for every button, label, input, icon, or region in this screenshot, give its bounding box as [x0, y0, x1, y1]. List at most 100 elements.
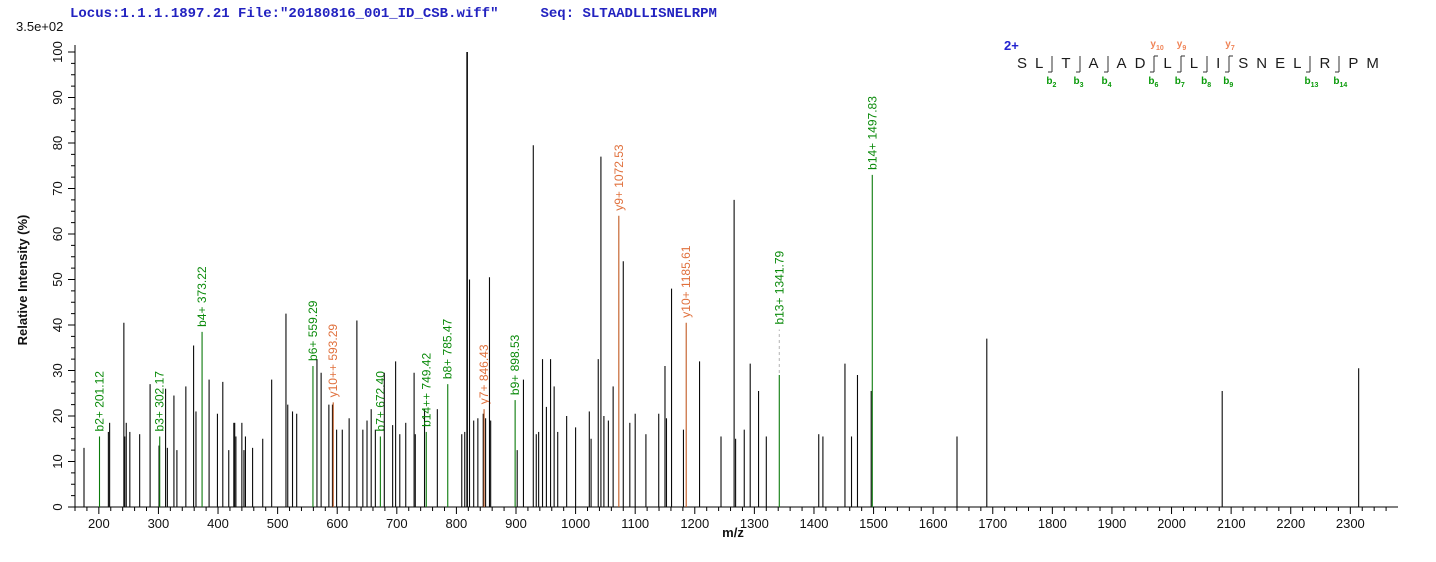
residue-letter: D — [1134, 55, 1146, 72]
x-tick-label: 1800 — [1038, 516, 1067, 531]
residue-letter: E — [1275, 55, 1286, 72]
fragment-divider: y10 b6 — [1148, 39, 1163, 89]
peak-label: y7+ 846.43 — [477, 344, 491, 404]
fragment-divider-icon — [1176, 55, 1185, 73]
peak-label: y10++ 593.29 — [326, 324, 340, 398]
peak-label: b2+ 201.12 — [93, 371, 107, 432]
fragment-divider-icon — [1150, 55, 1159, 73]
peak-label: b4+ 373.22 — [195, 266, 209, 327]
peak-label: b14++ 749.42 — [419, 353, 433, 427]
residue-letter: S — [1238, 55, 1249, 72]
peak-label: b14+ 1497.83 — [865, 96, 879, 170]
residue-letter: L — [1293, 55, 1302, 72]
residue-letter: L — [1163, 55, 1172, 72]
x-tick-label: 500 — [267, 516, 289, 531]
fragment-divider-icon — [1075, 56, 1081, 73]
y-ion-marker: y9 — [1176, 39, 1187, 52]
fragment-divider: b4 — [1102, 52, 1113, 89]
axes: 200 300 400 500 600 700 800 900 1000 1100 1200 1300… — [50, 41, 1398, 531]
residue-letter: R — [1319, 55, 1331, 72]
residue-letter: M — [1366, 55, 1379, 72]
b-ion-marker: b14 — [1333, 76, 1348, 89]
b-ion-marker: b2 — [1046, 76, 1057, 89]
x-tick-label: 2200 — [1276, 516, 1305, 531]
x-tick-label: 1300 — [740, 516, 769, 531]
y-axis-title: Relative Intensity (%) — [15, 215, 30, 346]
x-tick-label: 1500 — [859, 516, 888, 531]
residue-letter: N — [1256, 55, 1268, 72]
x-tick-label: 900 — [505, 516, 527, 531]
peak-label: b9+ 898.53 — [508, 334, 522, 395]
y-tick-label: 90 — [50, 90, 65, 104]
residue-letter: P — [1348, 55, 1359, 72]
b-ion-marker: b7 — [1174, 76, 1185, 89]
fragment-divider: b3 — [1074, 52, 1085, 89]
peak-label: b8+ 785.47 — [441, 318, 455, 379]
intensity-scale-label: 3.5e+02 — [16, 19, 63, 34]
fragment-divider: b13 — [1304, 52, 1318, 89]
y-tick-label: 0 — [50, 503, 65, 510]
spectrum-header: Locus:1.1.1.1897.21 File:"20180816_001_I… — [70, 6, 717, 22]
b-ion-marker: b13 — [1304, 76, 1319, 89]
peak-label: y9+ 1072.53 — [612, 144, 626, 211]
b-ion-marker: b8 — [1201, 76, 1212, 89]
y-tick-label: 80 — [50, 136, 65, 150]
x-tick-label: 1000 — [561, 516, 590, 531]
x-tick-label: 1700 — [978, 516, 1007, 531]
x-tick-label: 1400 — [800, 516, 829, 531]
x-axis-title: m/z — [722, 525, 744, 540]
fragment-divider: b8 — [1201, 52, 1212, 89]
peak-label: y10+ 1185.61 — [679, 245, 693, 318]
b-ion-marker: b9 — [1223, 76, 1234, 89]
residue-letter: L — [1189, 55, 1199, 72]
fragment-divider-icon — [1048, 56, 1053, 73]
residue-letter: A — [1088, 55, 1099, 72]
y-tick-label: 40 — [50, 318, 65, 332]
peak-label: b13+ 1341.79 — [772, 250, 786, 324]
header-locus-file: Locus:1.1.1.1897.21 File:"20180816_001_I… — [70, 6, 499, 22]
fragment-divider-icon — [1225, 55, 1234, 73]
y-tick-label: 100 — [50, 41, 65, 63]
fragment-divider-icon — [1103, 56, 1109, 73]
residue-letter: S — [1017, 55, 1028, 72]
x-tick-label: 2300 — [1336, 516, 1365, 531]
peak-label: b6+ 559.29 — [306, 300, 320, 361]
x-tick-label: 400 — [207, 516, 229, 531]
y-tick-label: 70 — [50, 181, 65, 195]
x-tick-label: 200 — [88, 516, 110, 531]
residue-letter: T — [1061, 55, 1071, 72]
fragment-divider: y7 b9 — [1223, 39, 1234, 89]
charge-state-label: 2+ — [1004, 38, 1019, 53]
b-ion-marker: b6 — [1148, 76, 1159, 89]
fragment-divider: y9 b7 — [1175, 39, 1186, 89]
fragment-divider-icon — [1203, 56, 1208, 73]
y-ion-marker: y7 — [1225, 39, 1235, 52]
y-tick-label: 10 — [50, 454, 65, 468]
peak-label: b7+ 672.40 — [373, 371, 387, 432]
y-tick-label: 50 — [50, 272, 65, 286]
peaks-layer: b2+ 201.12 b3+ 302.17 b4+ 373.22 b6+ 559.29… — [83, 52, 1360, 507]
fragment-divider-icon — [1306, 56, 1311, 73]
b-ion-marker: b3 — [1073, 76, 1084, 89]
x-tick-label: 600 — [326, 516, 348, 531]
b-ion-marker: b4 — [1101, 76, 1112, 89]
y-tick-label: 60 — [50, 227, 65, 241]
x-tick-label: 800 — [446, 516, 468, 531]
x-tick-label: 2000 — [1157, 516, 1186, 531]
header-seq-label: Seq: SLTAADLLISNELRPM — [540, 6, 717, 22]
fragment-divider-icon — [1335, 56, 1340, 73]
x-tick-label: 1900 — [1097, 516, 1126, 531]
x-tick-label: 1600 — [919, 516, 948, 531]
x-tick-label: 700 — [386, 516, 408, 531]
y-tick-label: 20 — [50, 409, 65, 423]
peak-label: b3+ 302.17 — [153, 371, 167, 432]
fragment-divider: b14 — [1333, 52, 1347, 89]
residue-letter: L — [1035, 55, 1044, 72]
x-tick-label: 1200 — [680, 516, 709, 531]
fragment-divider: b2 — [1046, 52, 1057, 89]
y-tick-label: 30 — [50, 363, 65, 377]
